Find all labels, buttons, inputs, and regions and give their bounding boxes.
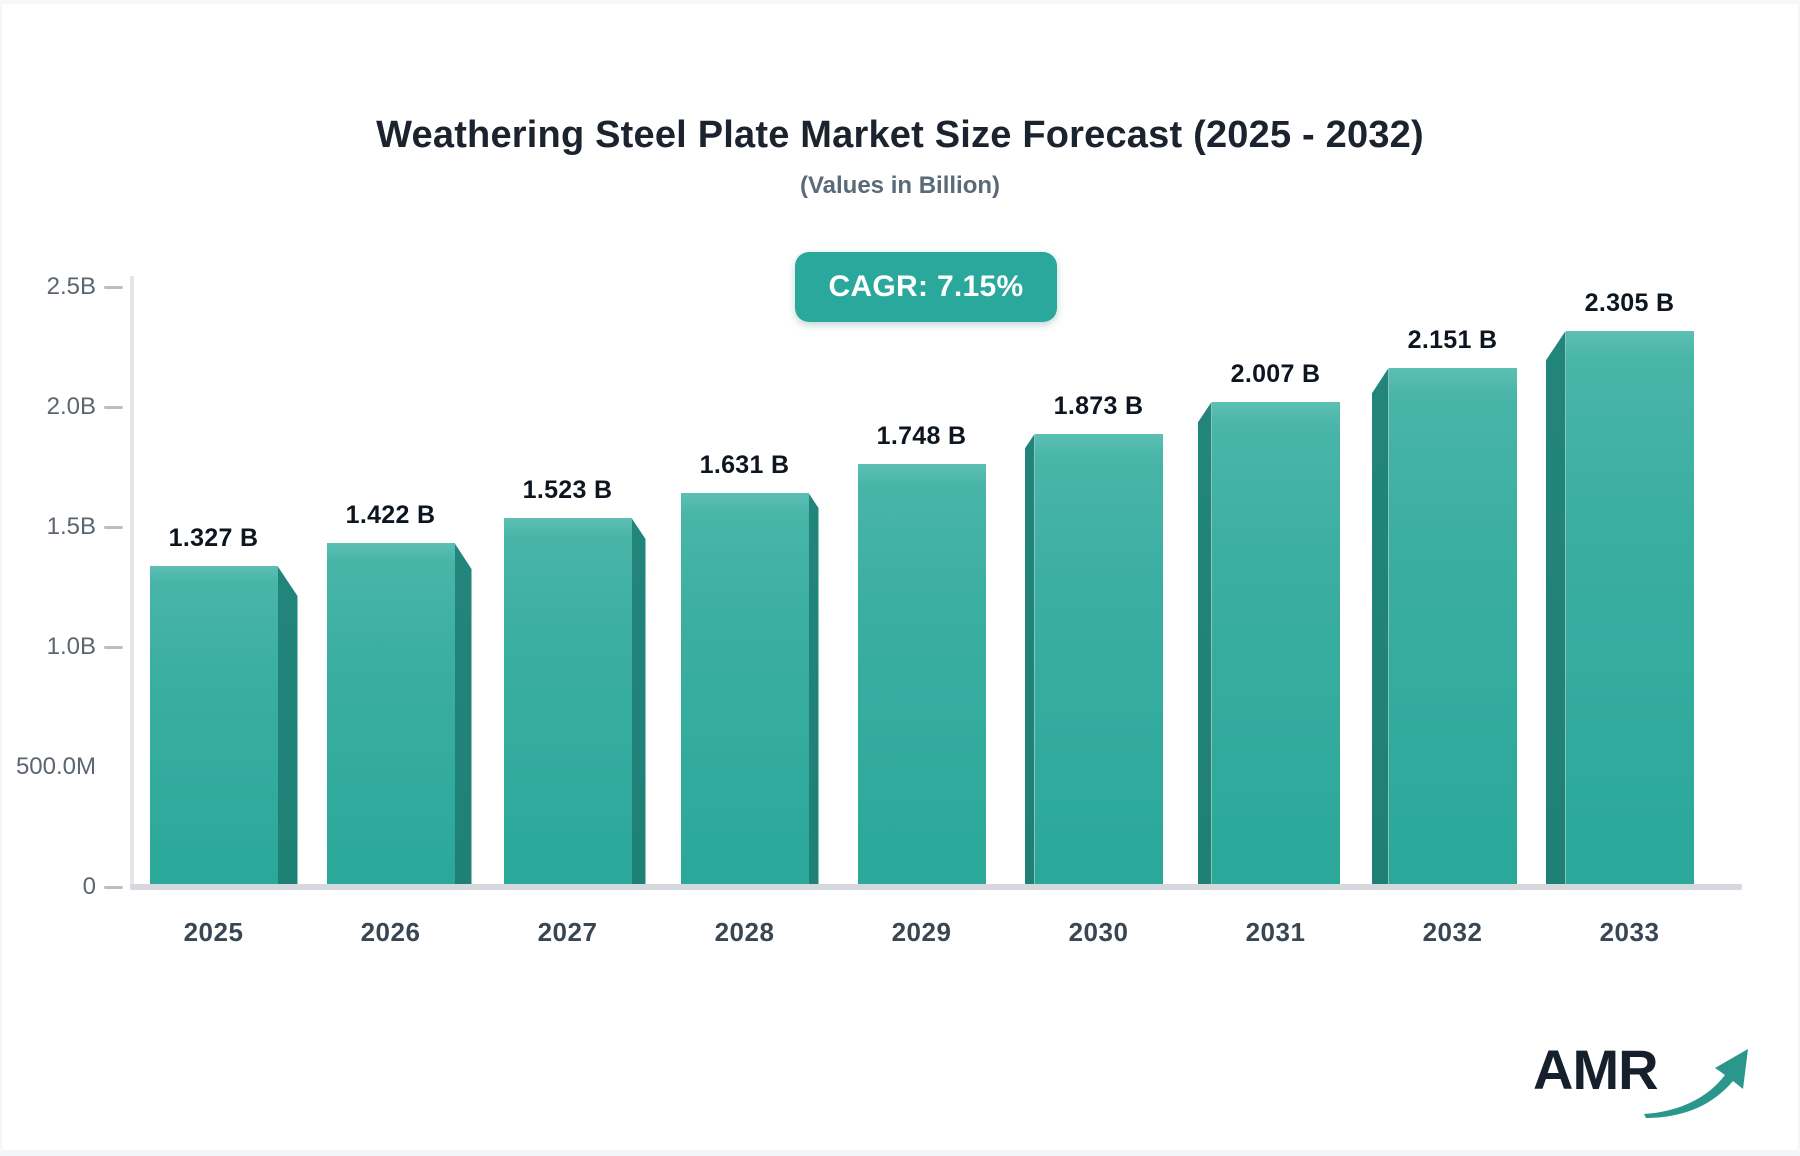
- bar-3d-side-2031: [1197, 402, 1212, 884]
- cagr-badge: CAGR: 7.15%: [795, 252, 1057, 322]
- bar-value-label-2031: 2.007 B: [1230, 360, 1321, 388]
- y-axis-tick-mark: [104, 646, 123, 649]
- y-axis-tick-mark: [104, 526, 123, 529]
- chart-title: Weathering Steel Plate Market Size Forec…: [376, 114, 1424, 156]
- y-axis-tick-label: 0: [82, 873, 96, 900]
- bar-2026[interactable]: [326, 543, 455, 884]
- x-axis-label-2025: 2025: [183, 917, 244, 947]
- cagr-badge-label: CAGR: 7.15%: [828, 270, 1024, 303]
- bar-2029[interactable]: [857, 464, 986, 884]
- brand-logo: AMR: [1533, 1032, 1752, 1118]
- x-axis-label-2032: 2032: [1422, 917, 1483, 947]
- bar-value-label-2029: 1.748 B: [876, 422, 967, 450]
- y-axis-tick-label: 2.0B: [46, 393, 96, 420]
- x-axis-label-2033: 2033: [1599, 917, 1660, 947]
- bar-value-label-2025: 1.327 B: [168, 524, 259, 552]
- growth-arrow-icon: [1643, 1049, 1748, 1118]
- bar-value-label-2030: 1.873 B: [1053, 392, 1144, 420]
- bar-3d-side-2032: [1371, 368, 1389, 884]
- x-axis-label-2026: 2026: [360, 917, 421, 947]
- bar-2033[interactable]: [1565, 331, 1694, 884]
- bar-2032[interactable]: [1388, 368, 1517, 884]
- bar-value-label-2027: 1.523 B: [522, 476, 613, 504]
- chart-subtitle: (Values in Billion): [799, 172, 1001, 199]
- y-axis-tick-mark: [104, 886, 123, 889]
- bar-3d-side-2027: [631, 518, 646, 884]
- bar-value-label-2033: 2.305 B: [1584, 289, 1675, 317]
- brand-name: AMR: [1533, 1038, 1659, 1101]
- y-axis-tick-mark: [104, 286, 123, 289]
- bar-3d-side-2026: [454, 543, 472, 884]
- bar-2030[interactable]: [1034, 434, 1163, 884]
- bar-2028[interactable]: [680, 493, 809, 884]
- y-axis-tick-label: 1.0B: [46, 633, 96, 660]
- y-axis-tick-mark: [104, 406, 123, 409]
- bar-3d-side-2030: [1024, 434, 1035, 884]
- bar-2031[interactable]: [1211, 402, 1340, 884]
- x-axis-label-2031: 2031: [1245, 917, 1306, 947]
- y-axis-tick-label: 2.5B: [46, 273, 96, 300]
- x-axis-label-2029: 2029: [891, 917, 952, 947]
- bar-3d-side-2025: [277, 566, 298, 884]
- bar-value-label-2026: 1.422 B: [345, 501, 436, 529]
- x-axis-label-2030: 2030: [1068, 917, 1129, 947]
- bar-3d-side-2028: [808, 493, 819, 884]
- y-axis-tick-label: 1.5B: [46, 513, 96, 540]
- x-axis-label-2028: 2028: [714, 917, 775, 947]
- bar-value-label-2028: 1.631 B: [699, 451, 790, 479]
- bar-2027[interactable]: [503, 518, 632, 884]
- x-axis-label-2027: 2027: [537, 917, 598, 947]
- bar-value-label-2032: 2.151 B: [1407, 326, 1498, 354]
- x-axis-baseline: [130, 884, 1742, 890]
- y-axis-line: [130, 276, 134, 886]
- y-axis-tick-label: 500.0M: [15, 753, 96, 780]
- bar-2025[interactable]: [149, 566, 278, 884]
- bar-3d-side-2033: [1545, 331, 1566, 884]
